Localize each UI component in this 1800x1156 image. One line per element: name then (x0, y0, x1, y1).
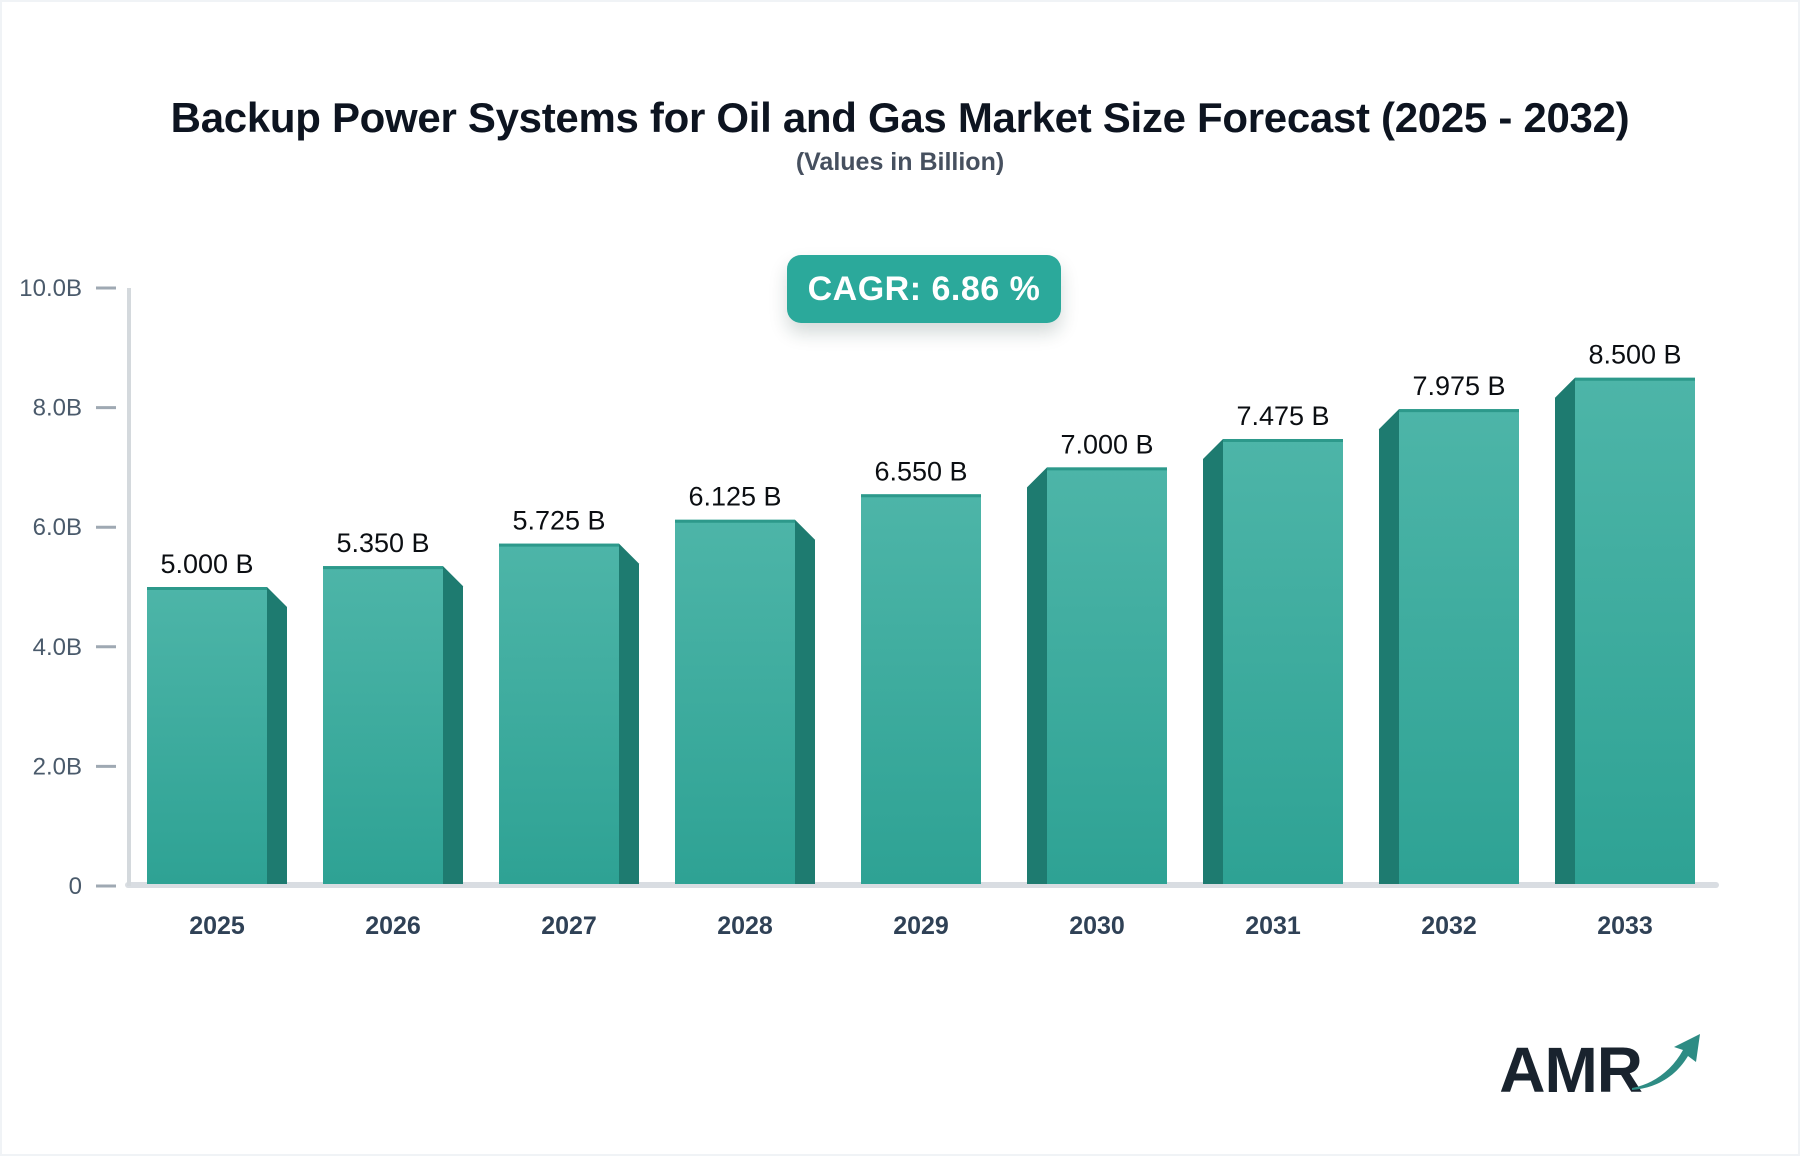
growth-arrow-icon (1632, 1034, 1700, 1090)
bar-side-face (267, 587, 287, 884)
bar-value-label: 6.125 B (688, 482, 781, 512)
bar-2029 (861, 494, 981, 884)
x-category-label: 2030 (1069, 912, 1125, 940)
x-category-label: 2033 (1597, 912, 1653, 940)
y-tick-label: 6.0B (33, 514, 82, 541)
amr-logo: AMR (1499, 1032, 1702, 1107)
y-tick-label: 0 (69, 873, 82, 900)
bar-value-label: 5.350 B (336, 528, 429, 558)
chart-title: Backup Power Systems for Oil and Gas Mar… (170, 94, 1630, 141)
x-category-label: 2032 (1421, 912, 1477, 940)
y-tick-label: 4.0B (33, 634, 82, 661)
x-category-label: 2031 (1245, 912, 1301, 940)
bar-2031 (1223, 438, 1343, 884)
bar-side-face (795, 519, 815, 884)
y-axis-line (127, 288, 131, 886)
bar-side-face (1555, 377, 1575, 884)
bar-2030 (1047, 467, 1167, 884)
x-category-label: 2028 (717, 912, 773, 940)
bar-value-label: 5.725 B (512, 506, 605, 536)
bar-side-face (1379, 409, 1399, 884)
bar-side-face (443, 566, 463, 884)
growth-arrow-path (1632, 1034, 1700, 1090)
bar-value-label: 5.000 B (160, 549, 253, 579)
bar-value-label: 8.500 B (1588, 340, 1681, 370)
bar-value-label: 7.000 B (1060, 429, 1153, 459)
bar-2032 (1399, 409, 1519, 884)
bar-value-label: 7.475 B (1236, 401, 1329, 431)
bar-value-label: 6.550 B (874, 456, 967, 486)
bar-side-face (1203, 438, 1223, 884)
bar-side-face (1027, 467, 1047, 884)
bar-2033 (1575, 377, 1695, 884)
bar-side-face (619, 543, 639, 884)
x-category-label: 2029 (893, 912, 949, 940)
x-category-label: 2025 (189, 912, 245, 940)
x-category-label: 2026 (365, 912, 421, 940)
bar-2027 (499, 543, 619, 884)
bar-2028 (675, 519, 795, 884)
x-category-label: 2027 (541, 912, 597, 940)
bar-2026 (323, 566, 443, 884)
chart-subtitle: (Values in Billion) (795, 148, 1005, 176)
cagr-badge: CAGR: 6.86 % (787, 255, 1061, 323)
bar-2025 (147, 587, 267, 884)
amr-logo-text: AMR (1499, 1034, 1643, 1107)
bar-value-label: 7.975 B (1412, 371, 1505, 401)
y-tick-label: 8.0B (33, 395, 82, 422)
y-tick-label: 2.0B (33, 753, 82, 780)
y-tick-label: 10.0B (19, 275, 82, 302)
